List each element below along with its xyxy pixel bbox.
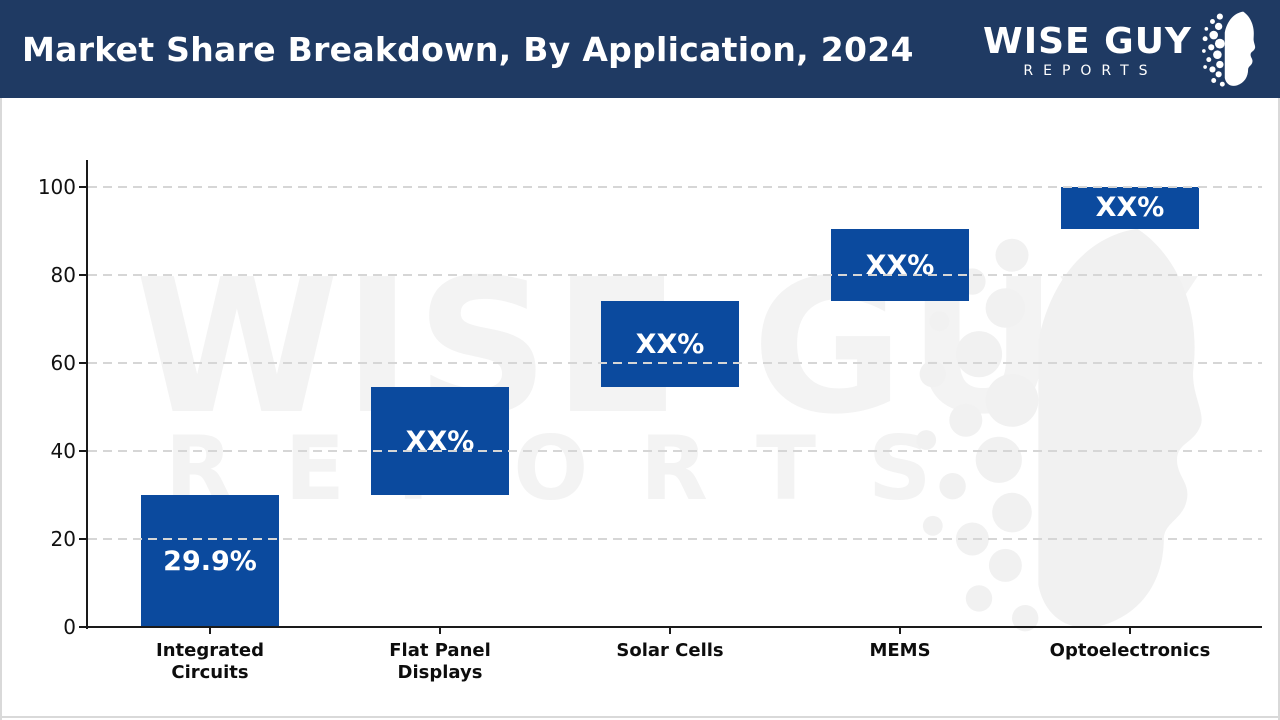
watermark-face-icon [916,228,1202,632]
y-tick-mark-20 [79,538,88,540]
x-axis-label-mems: MEMS [869,640,931,661]
bar-value-label: XX% [405,425,475,457]
gridline-60 [88,362,1262,364]
y-tick-label-0: 0 [63,615,76,639]
y-tick-mark-40 [79,450,88,452]
y-tick-mark-0 [79,626,88,628]
bar-optoelectronics: XX% [1061,187,1199,229]
watermark-subtext: REPORTS [165,417,984,520]
page-edge-bottom [0,716,1280,718]
x-tick-mark-solar-cells [669,627,671,634]
y-tick-mark-100 [79,186,88,188]
y-tick-label-80: 80 [50,263,76,287]
y-tick-mark-80 [79,274,88,276]
bar-value-label: XX% [635,328,705,360]
x-tick-mark-mems [899,627,901,634]
y-tick-mark-60 [79,362,88,364]
bar-solar-cells: XX% [601,301,739,388]
x-tick-mark-integrated-circuits [209,627,211,634]
x-axis-label-optoelectronics: Optoelectronics [1049,640,1211,661]
brand-logo-subtext: REPORTS [1023,63,1158,79]
gridline-40 [88,450,1262,452]
bar-value-label: XX% [1095,192,1165,224]
bar-integrated-circuits: 29.9% [141,495,279,627]
y-axis-spine [86,160,88,629]
x-axis-label-solar-cells: Solar Cells [616,640,724,661]
x-axis-spine [86,626,1262,628]
brand-logo: WISE GUY REPORTS [983,8,1262,94]
y-tick-label-20: 20 [50,527,76,551]
y-tick-label-100: 100 [37,175,76,199]
page-edge-right [1278,98,1280,720]
gridline-100 [88,186,1262,188]
x-axis-label-flat-panel-displays: Flat Panel Displays [389,640,491,683]
header-bar: Market Share Breakdown, By Application, … [0,0,1280,98]
x-axis-label-integrated-circuits: Integrated Circuits [156,640,264,683]
gridline-20 [88,538,1262,540]
bar-mems: XX% [831,228,969,302]
wise-guy-face-icon [1202,11,1256,87]
bar-value-label: 29.9% [163,545,257,577]
x-tick-mark-optoelectronics [1129,627,1131,634]
brand-logo-text: WISE GUY REPORTS [982,21,1192,79]
brand-logo-wordmark: WISE GUY [982,21,1192,62]
page-edge-left [0,98,2,720]
page-title: Market Share Breakdown, By Application, … [22,29,914,69]
bar-flat-panel-displays: XX% [371,387,509,496]
y-tick-label-60: 60 [50,351,76,375]
gridline-80 [88,274,1262,276]
x-tick-mark-flat-panel-displays [439,627,441,634]
y-tick-label-40: 40 [50,439,76,463]
